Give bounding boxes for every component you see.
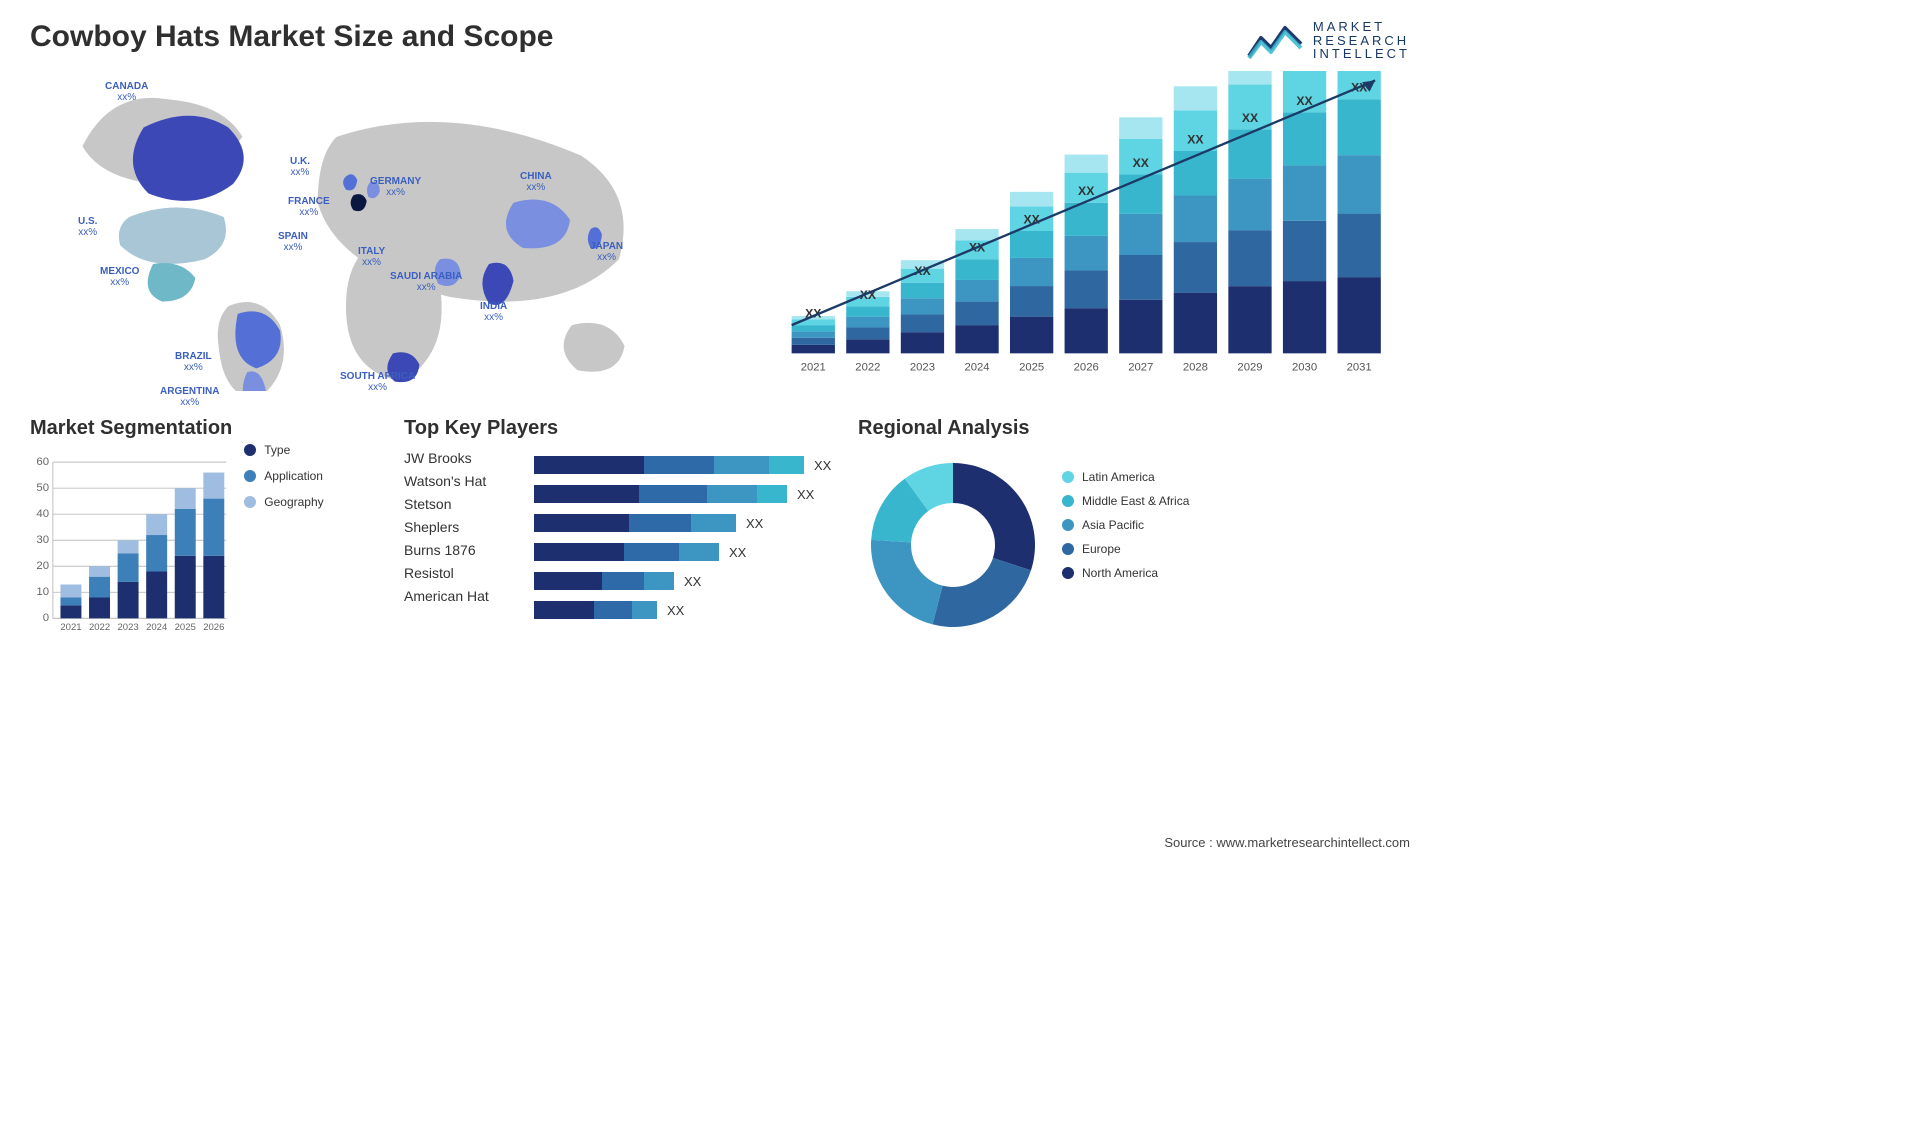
svg-text:2021: 2021 (60, 622, 81, 633)
logo-text-3: INTELLECT (1313, 47, 1410, 61)
svg-text:40: 40 (36, 508, 49, 520)
svg-text:2031: 2031 (1347, 361, 1372, 373)
svg-text:XX: XX (1297, 94, 1314, 108)
map-label: SAUDI ARABIAxx% (390, 271, 462, 293)
map-label: JAPANxx% (590, 241, 623, 263)
logo-text-1: MARKET (1313, 20, 1410, 34)
brand-logo: MARKET RESEARCH INTELLECT (1247, 20, 1410, 61)
map-label: CHINAxx% (520, 171, 552, 193)
svg-text:60: 60 (36, 456, 49, 468)
player-name: Resistol (404, 565, 524, 581)
svg-text:2023: 2023 (910, 361, 935, 373)
svg-text:0: 0 (43, 612, 49, 624)
svg-text:2028: 2028 (1183, 361, 1208, 373)
svg-text:2024: 2024 (146, 622, 168, 633)
growth-bar-chart: XX2021XX2022XX2023XX2024XX2025XX2026XX20… (757, 71, 1410, 391)
svg-text:XX: XX (729, 545, 747, 560)
map-label: ITALYxx% (358, 246, 385, 268)
source-text: Source : www.marketresearchintellect.com (1164, 835, 1410, 850)
svg-text:2026: 2026 (203, 622, 224, 633)
players-title: Top Key Players (404, 417, 834, 440)
page-title: Cowboy Hats Market Size and Scope (30, 20, 553, 54)
segmentation-legend: Type Application Geography (244, 443, 323, 650)
svg-text:XX: XX (1187, 132, 1204, 146)
svg-text:XX: XX (1242, 111, 1259, 125)
svg-text:2029: 2029 (1238, 361, 1263, 373)
logo-icon (1247, 20, 1303, 60)
svg-text:10: 10 (36, 586, 49, 598)
legend-item: Type (244, 443, 323, 457)
player-name: Burns 1876 (404, 542, 524, 558)
player-name: Stetson (404, 496, 524, 512)
svg-text:2025: 2025 (1019, 361, 1044, 373)
legend-item: Latin America (1062, 470, 1189, 484)
players-bar-chart: XX XX XX XX XX XX (534, 450, 834, 650)
player-name: Watson's Hat (404, 473, 524, 489)
svg-text:XX: XX (1133, 156, 1150, 170)
svg-text:2027: 2027 (1128, 361, 1153, 373)
svg-text:2025: 2025 (175, 622, 196, 633)
legend-item: Europe (1062, 542, 1189, 556)
regional-legend: Latin America Middle East & Africa Asia Pa… (1062, 470, 1189, 580)
svg-text:XX: XX (667, 603, 685, 618)
growth-chart-panel: XX2021XX2022XX2023XX2024XX2025XX2026XX20… (757, 71, 1410, 391)
svg-text:2021: 2021 (801, 361, 826, 373)
legend-item: Geography (244, 495, 323, 509)
svg-text:2022: 2022 (856, 361, 881, 373)
svg-text:XX: XX (814, 458, 832, 473)
svg-text:20: 20 (36, 560, 49, 572)
svg-text:30: 30 (36, 534, 49, 546)
map-label: ARGENTINAxx% (160, 386, 219, 408)
player-name: Sheplers (404, 519, 524, 535)
map-label: SOUTH AFRICAxx% (340, 371, 415, 393)
regional-donut-chart (858, 450, 1048, 640)
regional-title: Regional Analysis (858, 417, 1410, 440)
svg-text:2030: 2030 (1292, 361, 1317, 373)
svg-text:2026: 2026 (1074, 361, 1099, 373)
player-name: American Hat (404, 588, 524, 604)
world-map (30, 71, 737, 391)
map-label: INDIAxx% (480, 301, 507, 323)
svg-text:XX: XX (746, 516, 764, 531)
svg-text:2022: 2022 (89, 622, 110, 633)
svg-text:2024: 2024 (965, 361, 990, 373)
legend-item: North America (1062, 566, 1189, 580)
segmentation-title: Market Segmentation (30, 417, 232, 440)
map-label: U.K.xx% (290, 156, 310, 178)
logo-text-2: RESEARCH (1313, 34, 1410, 48)
svg-text:50: 50 (36, 482, 49, 494)
map-label: BRAZILxx% (175, 351, 212, 373)
player-name: JW Brooks (404, 450, 524, 466)
map-label: GERMANYxx% (370, 176, 421, 198)
legend-item: Middle East & Africa (1062, 494, 1189, 508)
segmentation-chart: 0 10 20 30 40 50 60 2021 2022 2023 2024 2025 2026 (30, 450, 230, 640)
map-label: SPAINxx% (278, 231, 308, 253)
legend-item: Asia Pacific (1062, 518, 1189, 532)
map-label: CANADAxx% (105, 81, 148, 103)
svg-text:XX: XX (684, 574, 702, 589)
legend-item: Application (244, 469, 323, 483)
svg-text:XX: XX (1078, 184, 1095, 198)
world-map-panel: CANADAxx%U.S.xx%MEXICOxx%BRAZILxx%ARGENT… (30, 71, 737, 391)
svg-text:XX: XX (797, 487, 815, 502)
map-label: U.S.xx% (78, 216, 97, 238)
map-label: FRANCExx% (288, 196, 330, 218)
players-list: JW Brooks Watson's Hat Stetson Sheplers Burn… (404, 450, 524, 650)
svg-text:2023: 2023 (118, 622, 139, 633)
map-label: MEXICOxx% (100, 266, 139, 288)
